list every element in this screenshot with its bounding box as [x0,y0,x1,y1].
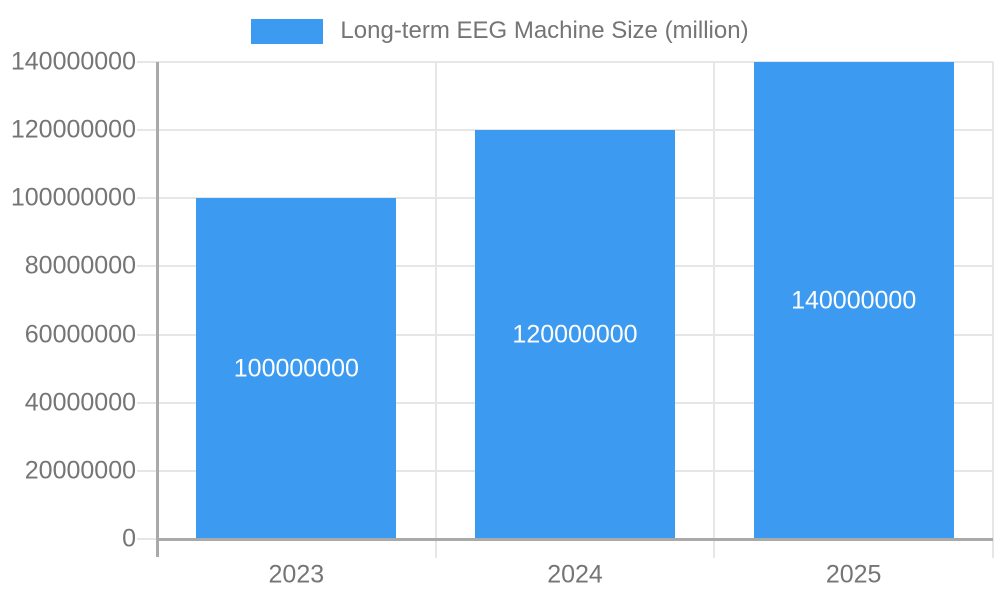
chart-legend: Long-term EEG Machine Size (million) [0,18,1000,44]
x-axis-tick-label: 2025 [825,560,882,589]
gridline-vertical [713,62,716,558]
y-axis-tick-label: 0 [122,524,136,553]
bar[interactable] [475,130,675,539]
y-axis-tick-label: 100000000 [10,183,136,212]
bar-value-label: 140000000 [791,286,917,314]
bar-value-label: 100000000 [233,354,359,383]
legend-color-swatch [251,18,324,44]
y-axis-tick-label: 40000000 [24,388,136,417]
bar[interactable] [753,62,954,539]
bar-value-label: 120000000 [512,320,638,349]
y-axis-tick-label: 60000000 [24,320,136,349]
bar[interactable] [196,198,397,539]
y-axis-line [155,62,159,557]
x-axis-tick-label: 2024 [547,560,603,589]
x-axis-baseline [157,537,993,541]
gridline-vertical [992,62,994,558]
y-axis-tick-label: 20000000 [24,456,136,485]
legend-series-label: Long-term EEG Machine Size (million) [340,17,749,44]
x-axis-tick-label: 2023 [268,560,325,589]
gridline-horizontal [137,61,993,63]
y-axis-tick-label: 120000000 [10,115,136,144]
gridline-vertical [434,62,437,558]
y-axis-tick-label: 140000000 [10,47,136,76]
y-axis-tick-label: 80000000 [24,251,136,280]
